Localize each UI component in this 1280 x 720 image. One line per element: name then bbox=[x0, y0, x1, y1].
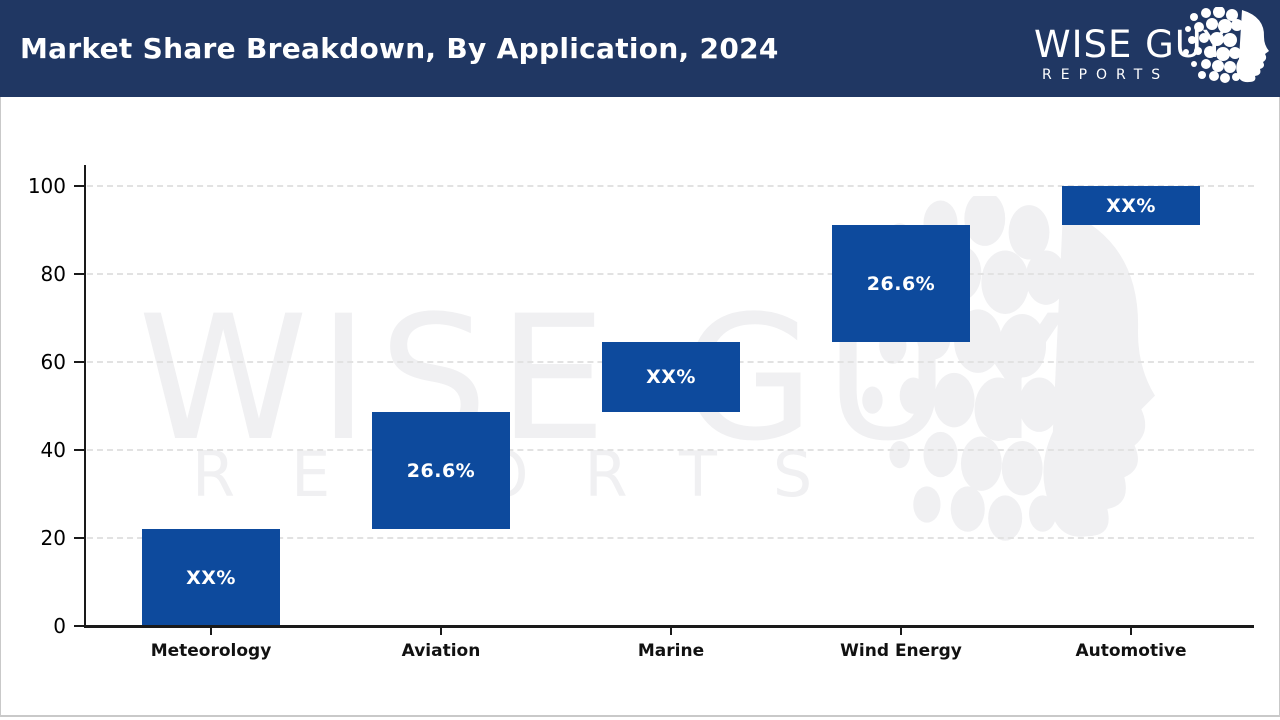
bar-value-label: 26.6% bbox=[866, 272, 936, 295]
bar-value-label: XX% bbox=[646, 366, 696, 389]
y-tick-mark bbox=[74, 625, 85, 627]
wise-guy-logo: WISE GUY REPORTS bbox=[1034, 6, 1269, 83]
gridline-100 bbox=[87, 185, 1254, 187]
x-tick-mark bbox=[670, 628, 672, 635]
x-tick-mark bbox=[210, 628, 212, 635]
bar-wind-energy: 26.6% bbox=[832, 225, 970, 343]
x-tick-mark bbox=[900, 628, 902, 635]
x-category-label: Automotive bbox=[1075, 641, 1187, 661]
y-axis bbox=[84, 165, 86, 628]
x-tick-mark bbox=[440, 628, 442, 635]
header: Market Share Breakdown, By Application, … bbox=[0, 0, 1280, 97]
y-tick-label: 40 bbox=[40, 438, 66, 462]
page-title: Market Share Breakdown, By Application, … bbox=[20, 32, 779, 65]
y-tick-mark bbox=[74, 273, 85, 275]
y-tick-mark bbox=[74, 185, 85, 187]
x-category-label: Wind Energy bbox=[840, 641, 962, 661]
logo-wordmark: WISE GUY bbox=[1034, 23, 1226, 66]
bar-marine: XX% bbox=[602, 342, 740, 413]
gridline-40 bbox=[87, 449, 1254, 451]
bar-meteorology: XX% bbox=[142, 529, 280, 626]
y-tick-mark bbox=[74, 361, 85, 363]
y-tick-mark bbox=[74, 537, 85, 539]
x-category-label: Meteorology bbox=[150, 641, 272, 661]
y-tick-label: 0 bbox=[53, 614, 66, 638]
y-tick-mark bbox=[74, 449, 85, 451]
logo-face-icon bbox=[1183, 6, 1269, 83]
logo-subtext: REPORTS bbox=[1042, 67, 1169, 83]
y-tick-label: 60 bbox=[40, 350, 66, 374]
x-category-label: Aviation bbox=[401, 641, 481, 661]
x-tick-mark bbox=[1130, 628, 1132, 635]
gridline-80 bbox=[87, 273, 1254, 275]
waterfall-chart: 0 20 40 60 80 100 Meteorology Aviation Marine Win… bbox=[0, 97, 1280, 720]
bar-value-label: XX% bbox=[1106, 194, 1156, 217]
y-tick-label: 100 bbox=[27, 174, 66, 198]
x-category-label: Marine bbox=[637, 641, 705, 661]
x-axis bbox=[84, 625, 1254, 628]
bar-value-label: 26.6% bbox=[406, 459, 476, 482]
y-tick-label: 20 bbox=[40, 526, 66, 550]
bar-aviation: 26.6% bbox=[372, 412, 510, 530]
bar-value-label: XX% bbox=[186, 566, 236, 589]
gridline-20 bbox=[87, 537, 1254, 539]
y-tick-label: 80 bbox=[40, 262, 66, 286]
bar-automotive: XX% bbox=[1062, 186, 1200, 226]
